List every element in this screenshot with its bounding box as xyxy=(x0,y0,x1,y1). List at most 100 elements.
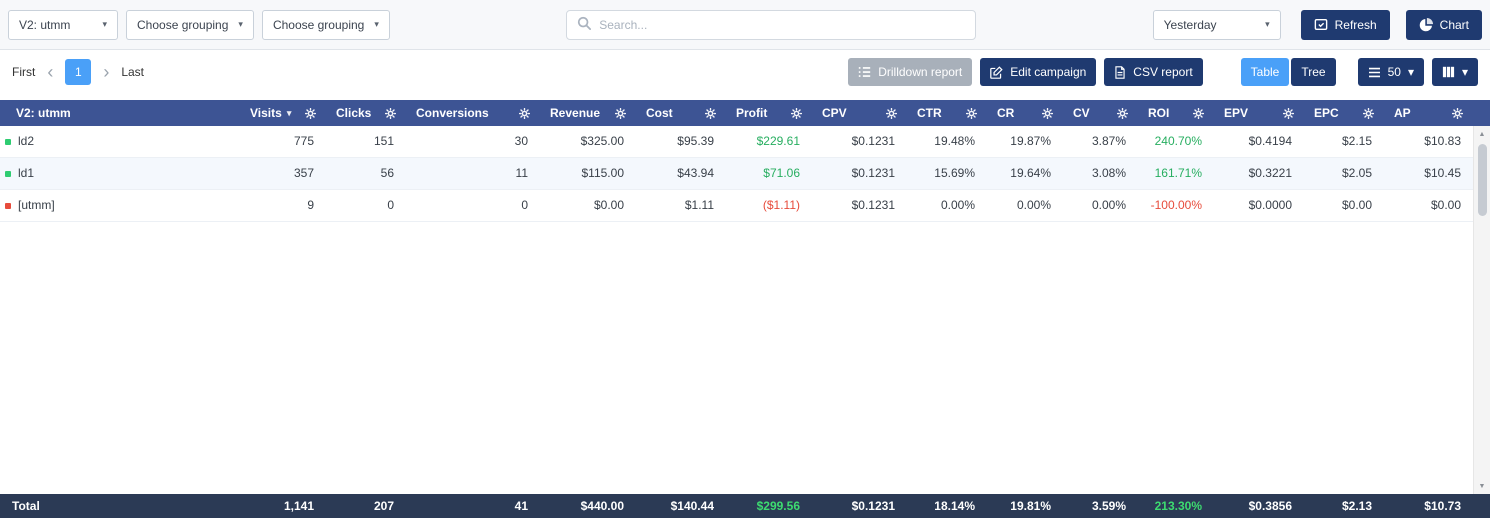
total-visits: 1,141 xyxy=(283,499,314,513)
column-settings-gear-icon[interactable] xyxy=(1283,107,1294,119)
refresh-label: Refresh xyxy=(1334,17,1377,32)
grouping-select-1[interactable]: Choose grouping ▾ xyxy=(126,9,254,40)
cell-ap: $10.45 xyxy=(1424,166,1461,180)
column-header-revenue[interactable]: Revenue xyxy=(540,100,636,126)
total-profit: $299.56 xyxy=(756,499,800,513)
cell-cpv: $0.1231 xyxy=(851,166,895,180)
column-settings-gear-icon[interactable] xyxy=(615,107,626,119)
status-indicator xyxy=(5,139,11,145)
cell-visits: 9 xyxy=(307,198,314,212)
column-header-visits[interactable]: Visits ▾ xyxy=(240,100,326,126)
row-name-cell[interactable]: ld2 xyxy=(0,126,240,157)
cell-ctr: 15.69% xyxy=(934,166,975,180)
tree-view-button[interactable]: Tree xyxy=(1291,58,1336,86)
search-icon xyxy=(577,16,592,33)
date-range-select[interactable]: Yesterday ▾ xyxy=(1152,9,1281,40)
column-header-cr[interactable]: CR xyxy=(987,100,1063,126)
column-header-roi[interactable]: ROI xyxy=(1138,100,1214,126)
row-name-cell[interactable]: ld1 xyxy=(0,158,240,189)
column-header-ctr[interactable]: CTR xyxy=(907,100,987,126)
scrollbar-thumb[interactable] xyxy=(1477,144,1487,216)
cell-profit: $229.61 xyxy=(756,134,800,148)
cell-roi: 240.70% xyxy=(1154,134,1202,148)
column-header-profit[interactable]: Profit xyxy=(726,100,812,126)
column-settings-gear-icon[interactable] xyxy=(519,107,530,119)
column-header-clicks[interactable]: Clicks xyxy=(326,100,406,126)
toolbar: V2: utmm ▾ Choose grouping ▾ Choose grou… xyxy=(0,0,1490,50)
vertical-scrollbar[interactable]: ▲ ▼ xyxy=(1473,126,1490,494)
refresh-button[interactable]: Refresh xyxy=(1300,9,1390,40)
column-settings-gear-icon[interactable] xyxy=(1452,107,1463,119)
column-settings-gear-icon[interactable] xyxy=(1117,107,1128,119)
column-settings-gear-icon[interactable] xyxy=(966,107,977,119)
column-header-cv[interactable]: CV xyxy=(1063,100,1138,126)
page-1-button[interactable]: 1 xyxy=(65,59,92,85)
grouping-select-2[interactable]: Choose grouping ▾ xyxy=(261,9,390,40)
column-header-epc[interactable]: EPC xyxy=(1304,100,1384,126)
cell-epc: $0.00 xyxy=(1341,198,1372,212)
cell-visits: 775 xyxy=(293,134,314,148)
table-view-button[interactable]: Table xyxy=(1240,58,1290,86)
cell-cv: 3.08% xyxy=(1091,166,1126,180)
cell-cv: 0.00% xyxy=(1091,198,1126,212)
column-header-conversions[interactable]: Conversions xyxy=(406,100,540,126)
scroll-up-icon[interactable]: ▲ xyxy=(1478,130,1486,138)
chevron-right-icon[interactable]: › xyxy=(103,62,110,82)
search-input[interactable] xyxy=(599,17,966,32)
total-clicks: 207 xyxy=(373,499,394,513)
chevron-left-icon[interactable]: ‹ xyxy=(47,62,54,82)
column-settings-gear-icon[interactable] xyxy=(886,107,897,119)
csv-report-button[interactable]: CSV report xyxy=(1104,58,1203,86)
column-header-cpv[interactable]: CPV xyxy=(812,100,907,126)
edit-campaign-label: Edit campaign xyxy=(1010,65,1087,79)
total-label: Total xyxy=(12,499,40,513)
cell-epv: $0.0000 xyxy=(1248,198,1292,212)
edit-campaign-button[interactable]: Edit campaign xyxy=(980,58,1097,86)
cell-revenue: $0.00 xyxy=(593,198,624,212)
column-settings-gear-icon[interactable] xyxy=(1363,107,1374,119)
table-total-row: Total 1,141 207 41 $440.00 $140.44 $299.56 $0.1… xyxy=(0,494,1490,518)
table-row[interactable]: [utmm] 9 0 0 $0.00 $1.11 ($1.11) $0.1231 0.00% 0.… xyxy=(0,190,1490,222)
search-box xyxy=(566,9,977,40)
scroll-down-icon[interactable]: ▼ xyxy=(1478,482,1486,490)
column-settings-gear-icon[interactable] xyxy=(305,107,316,119)
file-icon xyxy=(1114,65,1126,79)
total-cpv: $0.1231 xyxy=(851,499,895,513)
caret-down-icon: ▾ xyxy=(374,19,379,29)
table-row[interactable]: ld2 775 151 30 $325.00 $95.39 $229.61 $0.1231 19… xyxy=(0,126,1490,158)
column-settings-gear-icon[interactable] xyxy=(1042,107,1053,119)
table-row[interactable]: ld1 357 56 11 $115.00 $43.94 $71.06 $0.1231 15.6… xyxy=(0,158,1490,190)
cell-ctr: 0.00% xyxy=(940,198,975,212)
total-revenue: $440.00 xyxy=(580,499,624,513)
column-header-ap[interactable]: AP xyxy=(1384,100,1473,126)
table-footer: Total 1,141 207 41 $440.00 $140.44 $299.56 $0.1… xyxy=(0,494,1490,518)
cell-clicks: 151 xyxy=(373,134,394,148)
cell-epc: $2.15 xyxy=(1341,134,1372,148)
cell-profit: ($1.11) xyxy=(762,198,800,212)
pagination-last[interactable]: Last xyxy=(121,65,145,79)
column-settings-gear-icon[interactable] xyxy=(1193,107,1204,119)
status-indicator xyxy=(5,203,11,209)
columns-select[interactable]: ▾ xyxy=(1431,58,1478,86)
column-settings-gear-icon[interactable] xyxy=(385,107,396,119)
column-header-cost[interactable]: Cost xyxy=(636,100,726,126)
total-epv: $0.3856 xyxy=(1248,499,1292,513)
view-toggle: Table Tree xyxy=(1240,58,1336,86)
cell-revenue: $325.00 xyxy=(580,134,624,148)
campaign-filter-select[interactable]: V2: utmm ▾ xyxy=(8,9,118,40)
cell-cv: 3.87% xyxy=(1091,134,1126,148)
pagination-row: First ‹ 1 › Last Drilldown report Edit c… xyxy=(0,50,1490,94)
page-size-select[interactable]: 50 ▾ xyxy=(1357,58,1424,86)
sort-desc-icon: ▾ xyxy=(286,107,292,118)
column-header-epv[interactable]: EPV xyxy=(1214,100,1304,126)
chart-button[interactable]: Chart xyxy=(1405,9,1482,40)
pagination-first[interactable]: First xyxy=(12,65,36,79)
column-settings-gear-icon[interactable] xyxy=(791,107,802,119)
column-header-name[interactable]: V2: utmm xyxy=(16,106,71,120)
column-settings-gear-icon[interactable] xyxy=(705,107,716,119)
refresh-icon xyxy=(1314,18,1328,31)
total-ap: $10.73 xyxy=(1424,499,1461,513)
row-name-cell[interactable]: [utmm] xyxy=(0,190,240,221)
drilldown-report-button[interactable]: Drilldown report xyxy=(848,58,973,86)
